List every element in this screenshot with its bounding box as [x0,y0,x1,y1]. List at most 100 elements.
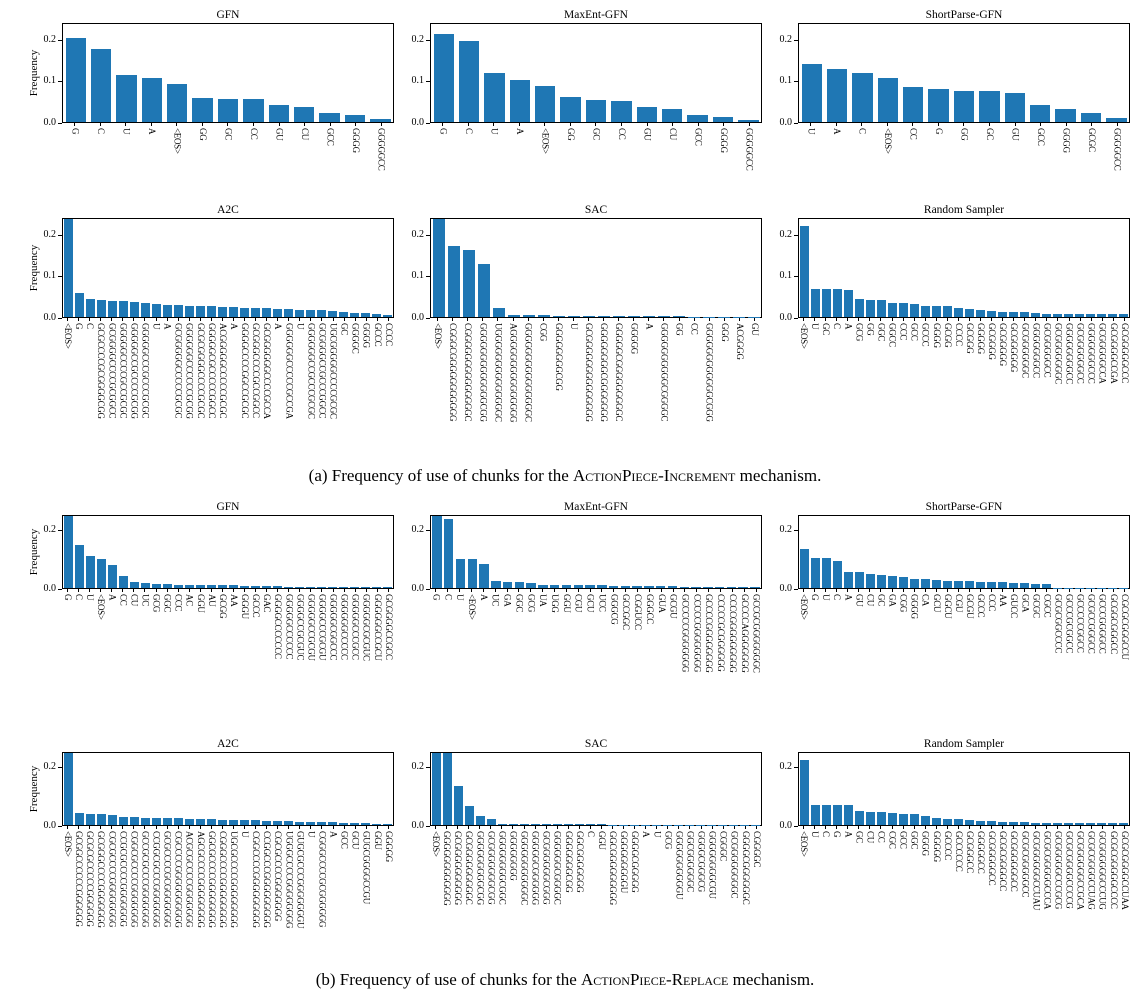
y-tick-mark [426,276,430,278]
x-label-slot: A [328,826,339,837]
bar-slot [1096,516,1107,588]
x-label-slot: GGGGGGGGGGGGCGGG [702,318,717,422]
y-tick-label: 0.0 [43,820,57,831]
x-tick-mark [678,826,680,829]
bar [979,90,1000,122]
x-tick-label: GGGGGCCCCGCCGCGC [118,323,129,419]
x-tick-mark [437,318,439,321]
x-tick-label: CC [118,594,129,606]
x-tick-label: GGGGCGGGGG [630,831,641,893]
x-tick-mark [731,589,733,592]
x-tick-mark [1046,589,1048,592]
x-tick-mark [980,318,982,321]
plot-area: Frequency 0.0 0.2 G C U <EOS> A CC CU UC GCG GGC CCC A… [28,515,394,739]
x-tick-mark [67,826,69,829]
x-tick-label: C [857,128,868,134]
x-tick-mark [155,589,157,592]
x-tick-mark [595,123,597,126]
bar [1053,822,1062,825]
x-tick-mark [554,589,556,592]
y-tick-mark [426,234,430,236]
x-tick-mark [365,318,367,321]
bar-slot [1019,753,1030,825]
axes-box [430,515,762,589]
bar-slot [931,516,942,588]
bar [498,824,507,825]
x-tick-label: GG [865,323,876,336]
bar-slot [455,516,467,588]
bar-slot [294,753,305,825]
x-tick-mark [620,123,622,126]
x-tick-label: GCCC [976,594,987,618]
axes-box [798,515,1130,589]
x-tick-mark [744,826,746,829]
x-tick-label: C [74,594,85,600]
bar [620,585,631,588]
x-tick-label: GC [876,594,887,606]
bar-slot [525,516,537,588]
bar [687,115,708,122]
x-tick-label: GGC [162,594,173,613]
x-label-slot: U [454,589,466,600]
bar [987,581,996,588]
x-label-slot: GCCCCGGGGGGGG [703,589,715,673]
subplot-title: GFN [216,501,240,513]
y-tick-label: 0.0 [43,312,57,323]
x-label-slot: GU [853,589,864,606]
axes-box [798,752,1130,826]
x-tick-mark [252,123,254,126]
x-label-slot: C [849,123,875,134]
x-tick-mark [743,589,745,592]
x-label-slot: GC [820,318,831,335]
bar-slot [1104,24,1129,122]
x-tick-mark [150,123,152,126]
bar [899,814,908,825]
bar [502,582,513,588]
bar [152,303,161,317]
x-tick-label: CGGGCCCCGCGGGGGG [317,831,328,928]
x-tick-mark [321,826,323,829]
bar [822,289,831,317]
x-tick-label: GCGCGGGGGCCCA [1042,831,1053,910]
x-tick-label: GCGGGGGGC [1020,323,1031,378]
bar [372,314,381,317]
x-tick-mark [321,589,323,592]
x-label-slot: CCCC [383,318,394,346]
x-label-slot: GCGGGGGGGGGC [463,826,474,904]
x-label-slot: GCGGGGGGCC [1008,826,1019,892]
axes-box [62,515,394,589]
x-tick-mark [1068,318,1070,321]
bar [339,587,348,588]
bar-slot [239,219,250,317]
bar-slot [563,753,574,825]
bar [141,303,150,317]
x-tick-mark [565,589,567,592]
x-tick-mark [755,826,757,829]
x-tick-label: GGGGGCGCCCCCGGCC [206,323,217,419]
x-tick-label: <EOS> [63,323,74,349]
bar [465,806,474,825]
x-label-slot: GCGCGCCCCCGGGGGG [84,826,95,927]
bar-slot [749,516,761,588]
bar [800,226,809,317]
bar-slot [942,219,953,317]
x-tick-mark [199,318,201,321]
x-label-slot: A [139,123,165,134]
bar [522,315,535,317]
bar-slot [173,516,184,588]
x-tick-mark [754,318,756,321]
bar-slot [596,516,608,588]
bar-slot [821,516,832,588]
x-tick-label: GGGGGGGG [508,831,519,881]
x-tick-label: GGGG [1061,128,1072,153]
y-tick-label: 0.2 [411,523,425,535]
x-tick-label: CGCC [1042,594,1053,618]
x-tick-label: GGGGGGGGGCGG [475,831,486,905]
x-tick-mark [199,826,201,829]
bar-slot [316,516,327,588]
x-label-slot: GGGGGCCGCCCCGCGG [128,318,139,419]
x-tick-label: GCCCCCC [953,831,964,872]
x-label-slot: GG [951,123,977,140]
x-label-slot: CC [875,826,886,842]
